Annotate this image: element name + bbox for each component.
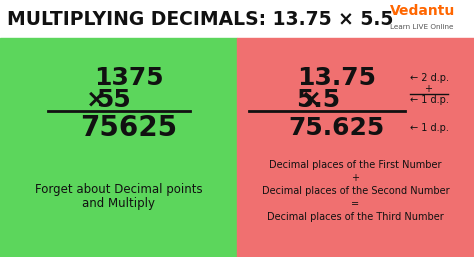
- Text: ← 1 d.p.: ← 1 d.p.: [410, 95, 449, 105]
- Text: =: =: [351, 199, 360, 209]
- Text: 13.75: 13.75: [297, 66, 376, 90]
- Bar: [237, 38, 474, 257]
- Text: MULTIPLYING DECIMALS: 13.75 × 5.5: MULTIPLYING DECIMALS: 13.75 × 5.5: [7, 10, 393, 29]
- Bar: [0, 38, 237, 257]
- Text: Decimal places of the Third Number: Decimal places of the Third Number: [267, 212, 444, 222]
- Text: Decimal places of the Second Number: Decimal places of the Second Number: [262, 186, 449, 196]
- Text: +: +: [352, 173, 359, 183]
- Text: 1375: 1375: [94, 66, 164, 90]
- Text: 75.625: 75.625: [289, 116, 385, 140]
- Bar: [0, 0, 474, 38]
- Text: Forget about Decimal points: Forget about Decimal points: [35, 183, 202, 197]
- Text: ← 2 d.p.: ← 2 d.p.: [410, 73, 449, 83]
- Text: 5.5: 5.5: [296, 88, 340, 112]
- Text: ×: ×: [301, 88, 322, 112]
- Text: Vedantu: Vedantu: [390, 4, 455, 19]
- Text: Learn LIVE Online: Learn LIVE Online: [390, 24, 454, 30]
- Text: Decimal places of the First Number: Decimal places of the First Number: [269, 160, 442, 170]
- Text: ← 1 d.p.: ← 1 d.p.: [410, 123, 449, 133]
- Text: +: +: [424, 84, 432, 94]
- Text: 55: 55: [96, 88, 130, 112]
- Text: ×: ×: [86, 88, 107, 112]
- Text: 75625: 75625: [80, 114, 177, 142]
- Text: and Multiply: and Multiply: [82, 197, 155, 210]
